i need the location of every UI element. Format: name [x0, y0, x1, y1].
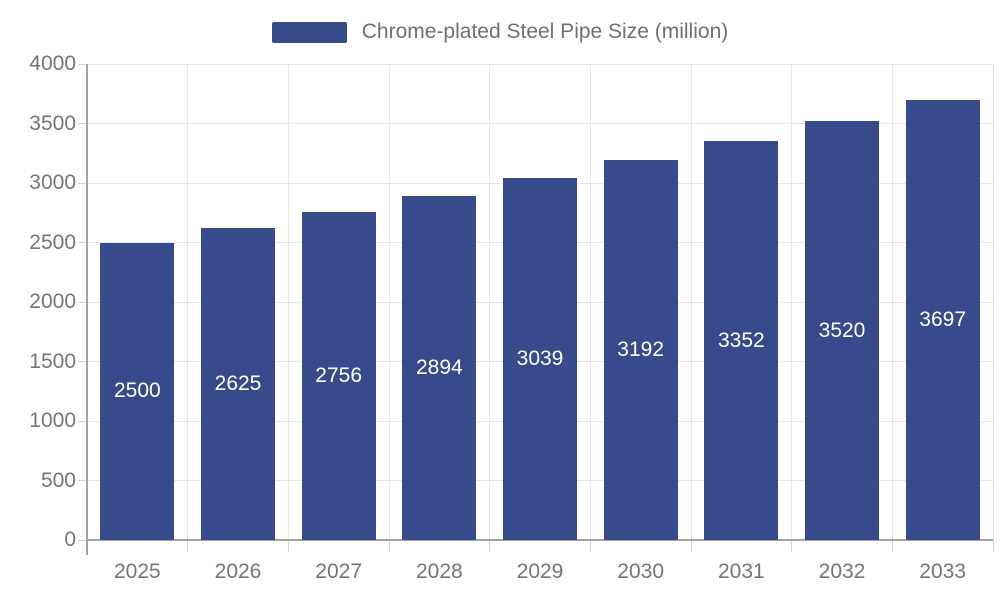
bar-value-label: 2894: [415, 355, 463, 379]
x-axis-tick-label: 2030: [617, 560, 665, 583]
chart-legend-item[interactable]: Chrome-plated Steel Pipe Size (million): [0, 18, 1000, 46]
legend-swatch-icon: [271, 21, 347, 43]
gridline-vertical: [287, 64, 289, 540]
bar-2032: 3520: [805, 121, 879, 540]
x-axis-tick-label: 2027: [315, 560, 363, 583]
bar-2027: 2756: [301, 212, 376, 540]
y-axis-tick-label: 2500: [29, 230, 76, 254]
y-axis-tick-label: 0: [64, 528, 76, 551]
y-axis-tick: [78, 63, 86, 65]
bar-value-label: 3192: [617, 338, 665, 362]
x-axis-tick: [287, 540, 289, 552]
x-axis-line: [87, 539, 993, 541]
x-axis-tick-label: 2033: [919, 560, 967, 583]
y-axis-tick: [78, 420, 86, 422]
x-axis-tick: [992, 540, 994, 552]
gridline-vertical: [690, 64, 692, 540]
bar-2031: 3352: [704, 141, 779, 540]
bar-2025: 2500: [100, 242, 175, 540]
gridline-vertical: [489, 64, 491, 540]
gridline-vertical: [589, 64, 591, 540]
x-axis-tick: [187, 540, 189, 552]
x-axis-tick-label: 2031: [717, 560, 765, 583]
y-axis-tick-label: 1000: [29, 409, 76, 432]
y-axis-tick-label: 4000: [29, 52, 76, 75]
y-axis-tick: [78, 182, 86, 184]
gridline-vertical: [891, 64, 893, 540]
y-axis-tick-label: 1500: [29, 349, 76, 373]
bar-2033: 3697: [905, 100, 980, 540]
y-axis-tick: [78, 539, 86, 541]
bar-value-label: 2500: [113, 379, 161, 403]
x-axis-tick-label: 2029: [516, 560, 564, 583]
bar-2029: 3039: [503, 178, 577, 540]
x-axis-tick: [891, 540, 893, 552]
y-axis-tick: [78, 123, 86, 124]
y-axis-tick: [78, 361, 86, 362]
bar-value-label: 3520: [818, 318, 866, 342]
x-axis-tick: [589, 540, 591, 552]
bar-value-label: 2756: [315, 364, 363, 388]
bar-value-label: 3352: [717, 328, 765, 352]
plot-area: 2500 2625 2756 2894 3039 3192 3352 3520 3697: [78, 63, 994, 555]
bar-value-label: 3697: [919, 308, 967, 332]
legend-label: Chrome-plated Steel Pipe Size (million): [361, 20, 729, 43]
y-axis-tick: [78, 301, 86, 303]
gridline-horizontal: [87, 63, 993, 65]
gridline-vertical: [992, 64, 994, 540]
x-axis-tick: [388, 540, 390, 552]
x-axis-tick: [791, 540, 793, 552]
bar-value-label: 3039: [516, 347, 564, 371]
x-axis-tick-label: 2025: [113, 560, 161, 583]
y-axis-tick-label: 500: [40, 468, 76, 492]
gridline-horizontal: [87, 123, 993, 124]
y-axis-tick-label: 3500: [29, 111, 76, 135]
y-axis-line: [86, 64, 88, 555]
y-axis-tick: [78, 242, 86, 243]
y-axis-tick-label: 3000: [29, 171, 76, 194]
x-axis-tick-label: 2032: [818, 560, 866, 583]
y-axis-tick: [78, 480, 86, 481]
bar-2026: 2625: [201, 227, 275, 540]
x-axis-tick: [489, 540, 491, 552]
x-axis-tick-label: 2028: [415, 560, 463, 583]
gridline-vertical: [388, 64, 390, 540]
bar-2030: 3192: [603, 160, 678, 540]
bar-value-label: 2625: [214, 371, 262, 395]
gridline-vertical: [791, 64, 793, 540]
y-axis-tick-label: 2000: [29, 290, 76, 313]
bar-2028: 2894: [402, 195, 477, 540]
x-axis-tick: [690, 540, 692, 552]
gridline-vertical: [187, 64, 189, 540]
x-axis-tick-label: 2026: [214, 560, 262, 583]
